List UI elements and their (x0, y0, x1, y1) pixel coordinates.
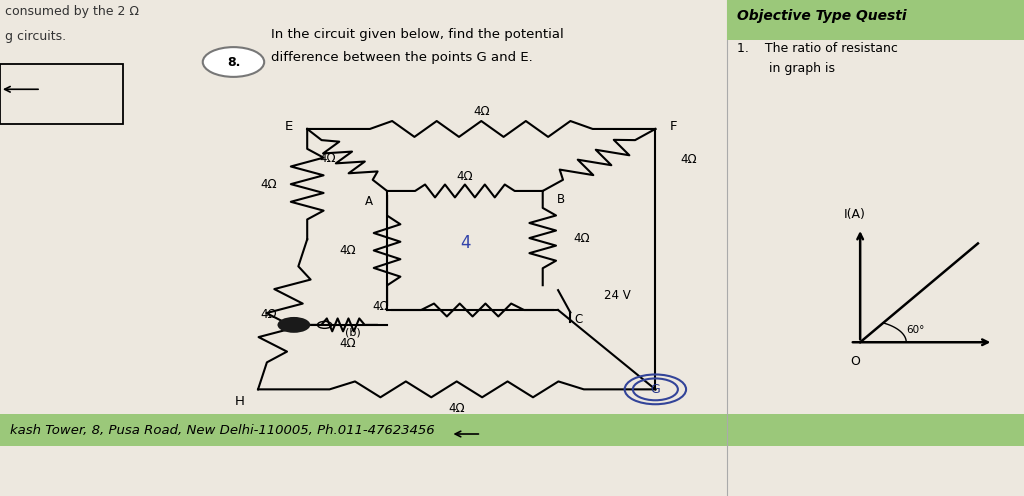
Text: 24 V: 24 V (604, 289, 631, 302)
Text: 4Ω: 4Ω (473, 105, 489, 118)
Text: kash Tower, 8, Pusa Road, New Delhi-110005, Ph.011-47623456: kash Tower, 8, Pusa Road, New Delhi-1100… (10, 424, 435, 437)
Text: 4Ω: 4Ω (340, 244, 356, 257)
Bar (727, 0, 1024, 40)
Text: 4Ω: 4Ω (340, 337, 356, 350)
Text: B: B (557, 193, 565, 206)
Text: in graph is: in graph is (737, 62, 836, 75)
Bar (0, 414, 1024, 446)
Text: In the circuit given below, find the potential: In the circuit given below, find the pot… (271, 28, 564, 41)
Text: O: O (850, 355, 860, 368)
Text: 4: 4 (461, 234, 471, 252)
Text: 4Ω: 4Ω (457, 170, 473, 183)
Text: difference between the points G and E.: difference between the points G and E. (271, 51, 534, 63)
Circle shape (203, 47, 264, 77)
Text: 4Ω: 4Ω (681, 153, 697, 167)
Text: 60°: 60° (906, 325, 925, 335)
Text: F: F (670, 120, 678, 133)
Circle shape (278, 317, 310, 333)
Text: 1.    The ratio of resistanc: 1. The ratio of resistanc (737, 42, 898, 55)
Text: G: G (650, 383, 660, 396)
Text: 4Ω: 4Ω (449, 402, 465, 415)
Text: (b): (b) (345, 327, 360, 337)
Text: 4Ω: 4Ω (373, 300, 389, 312)
Text: 8.: 8. (226, 56, 241, 68)
Text: I(A): I(A) (844, 208, 866, 221)
Text: 4Ω: 4Ω (319, 152, 336, 165)
Text: 4Ω: 4Ω (573, 232, 590, 245)
Text: C: C (574, 313, 583, 326)
Text: 4Ω: 4Ω (260, 178, 276, 190)
Text: consumed by the 2 Ω: consumed by the 2 Ω (5, 5, 139, 18)
Text: Objective Type Questi: Objective Type Questi (737, 9, 907, 23)
Text: g circuits.: g circuits. (5, 30, 67, 43)
Text: E: E (285, 120, 293, 133)
Text: H: H (234, 395, 245, 408)
Text: 4Ω: 4Ω (260, 308, 276, 321)
Text: A: A (365, 195, 373, 208)
